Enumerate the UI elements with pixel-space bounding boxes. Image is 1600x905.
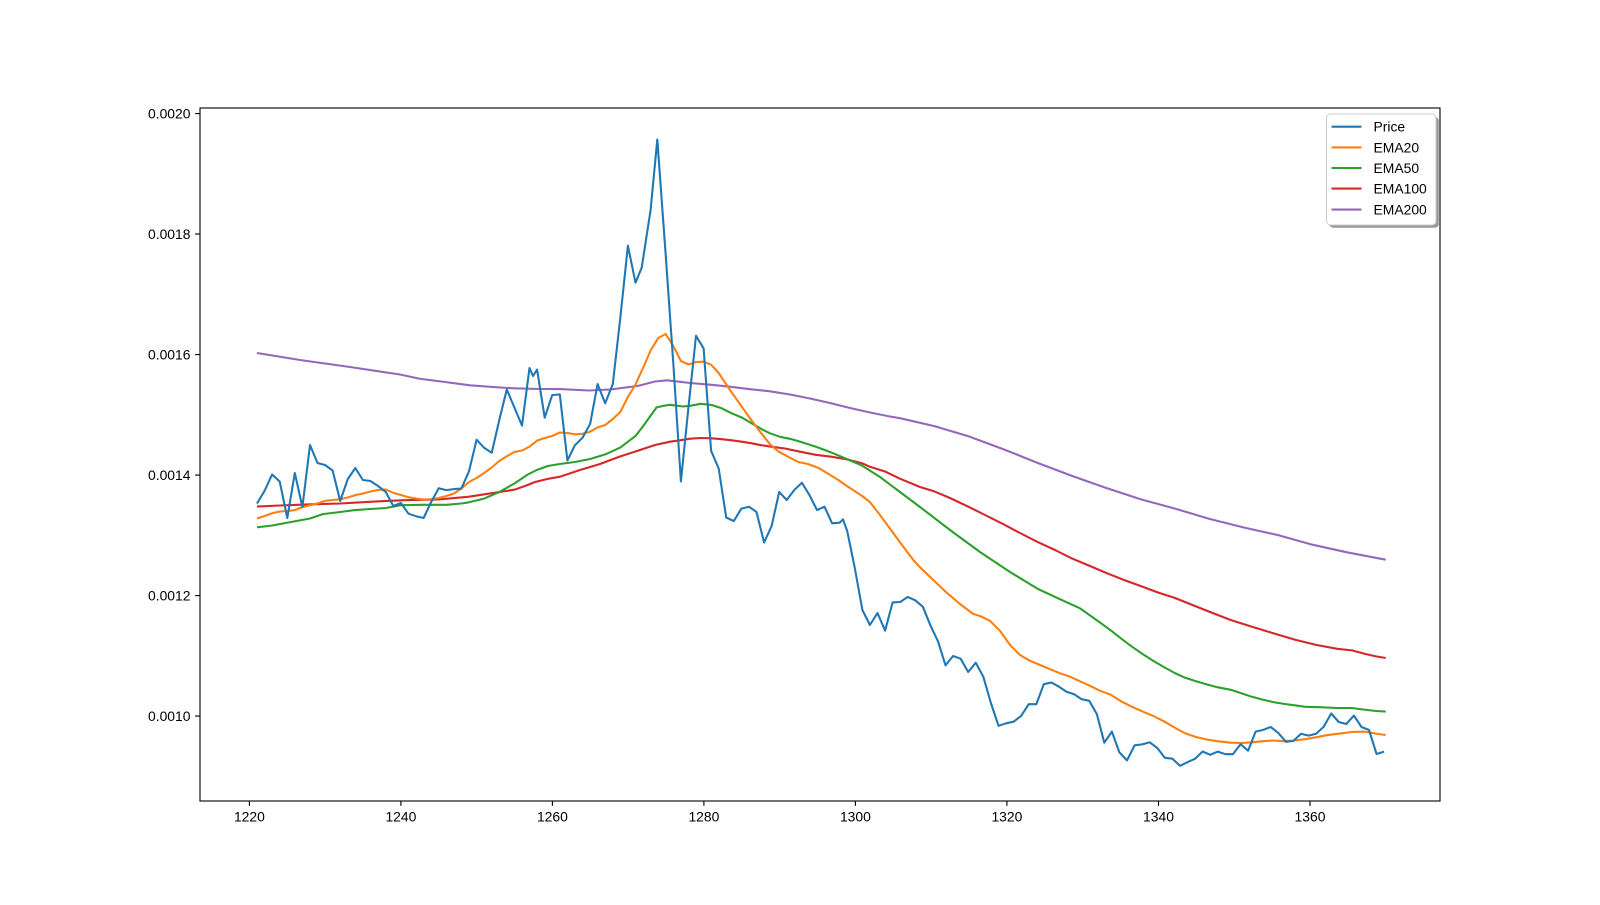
svg-text:0.0012: 0.0012	[148, 588, 191, 604]
svg-text:EMA100: EMA100	[1374, 181, 1428, 197]
svg-text:1240: 1240	[385, 809, 416, 825]
svg-text:0.0014: 0.0014	[148, 467, 191, 483]
svg-text:1340: 1340	[1143, 809, 1174, 825]
svg-text:EMA20: EMA20	[1374, 139, 1420, 155]
svg-text:0.0018: 0.0018	[148, 226, 191, 242]
svg-text:1280: 1280	[688, 809, 719, 825]
svg-text:Price: Price	[1374, 119, 1406, 135]
svg-text:1260: 1260	[537, 809, 568, 825]
svg-text:1220: 1220	[234, 809, 265, 825]
svg-text:1320: 1320	[991, 809, 1022, 825]
svg-text:1300: 1300	[840, 809, 871, 825]
svg-text:EMA200: EMA200	[1374, 202, 1428, 218]
svg-text:EMA50: EMA50	[1374, 160, 1420, 176]
svg-text:0.0010: 0.0010	[148, 708, 191, 724]
svg-text:1360: 1360	[1295, 809, 1326, 825]
svg-text:0.0016: 0.0016	[148, 347, 191, 363]
svg-text:0.0020: 0.0020	[148, 106, 191, 122]
